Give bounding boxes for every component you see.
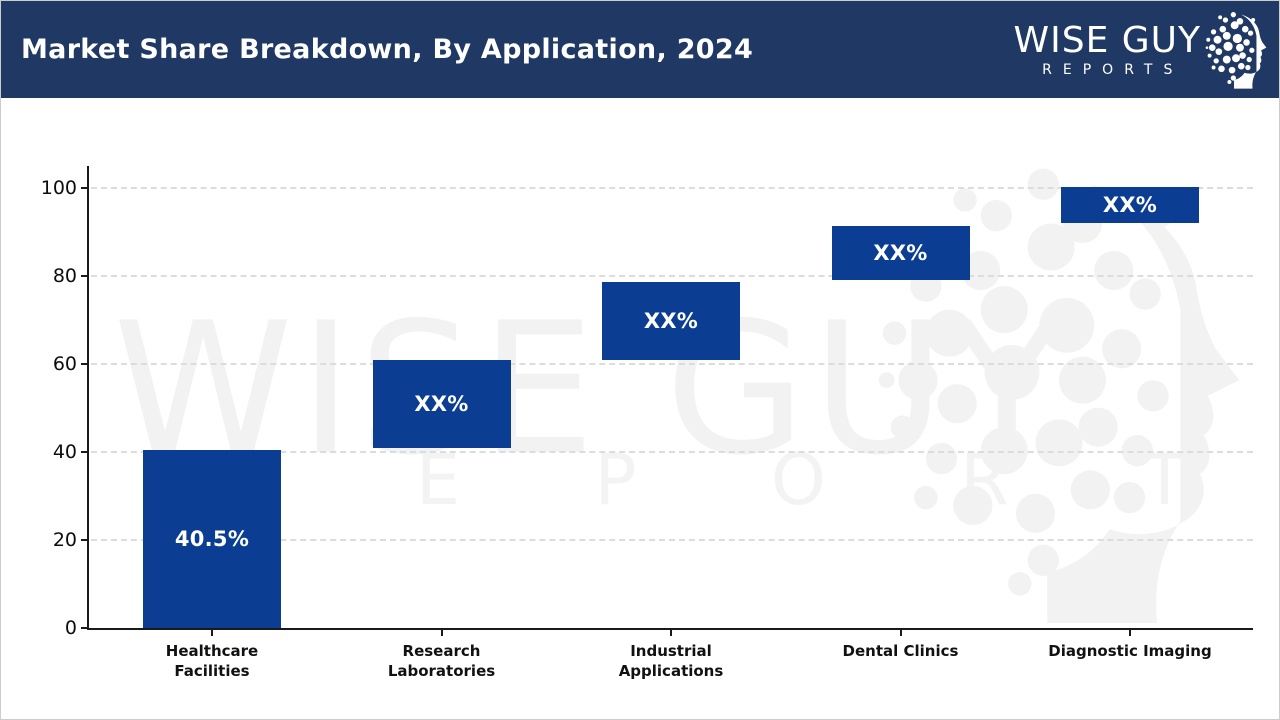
logo-wordmark: WISE GUY — [1013, 19, 1201, 61]
bar-industrial-applications: XX% — [602, 281, 740, 360]
logo-text: WISE GUY REPORTS — [1013, 19, 1202, 78]
bar-value-label-research-laboratories: XX% — [414, 391, 469, 416]
x-label-diagnostic-imaging: Diagnostic Imaging — [1048, 642, 1212, 660]
y-tick-100 — [81, 187, 89, 189]
dotted-head-profile-icon — [1205, 12, 1267, 89]
logo-reports-text: REPORTS — [1042, 61, 1184, 78]
bar-value-label-dental-clinics: XX% — [873, 241, 928, 266]
wise-guy-reports-logo: WISE GUY REPORTS — [1014, 9, 1270, 89]
bar-value-label-industrial-applications: XX% — [643, 308, 699, 333]
x-label-dental-clinics: Dental Clinics — [842, 642, 959, 660]
y-tick-20 — [81, 539, 89, 541]
y-tick-label-60: 60 — [52, 353, 77, 375]
gridline-60 — [91, 363, 1253, 365]
y-tick-label-100: 100 — [40, 177, 77, 199]
x-label-industrial-applications: Industrial Applications — [618, 642, 724, 680]
y-tick-label-0: 0 — [64, 617, 77, 639]
dotted-head-profile-watermark-icon — [878, 168, 1240, 623]
x-tick-healthcare-facilities — [211, 628, 213, 636]
x-axis-line — [87, 628, 1253, 630]
bar-value-label-healthcare-facilities: 40.5% — [174, 526, 250, 551]
y-tick-label-80: 80 — [52, 265, 77, 287]
y-tick-80 — [81, 275, 89, 277]
bar-value-label-diagnostic-imaging: XX% — [1102, 192, 1158, 217]
x-label-research-laboratories: Research Laboratories — [387, 642, 496, 680]
gridline-40 — [91, 451, 1253, 453]
x-tick-research-laboratories — [440, 628, 443, 636]
y-axis-line — [87, 166, 89, 630]
bar-diagnostic-imaging: XX% — [1061, 186, 1199, 224]
x-tick-diagnostic-imaging — [1129, 628, 1131, 636]
gridline-20 — [91, 539, 1253, 541]
y-tick-0 — [81, 627, 89, 629]
gridline-80 — [91, 275, 1253, 277]
x-label-healthcare-facilities: Healthcare Facilities — [165, 642, 259, 680]
bar-research-laboratories: XX% — [372, 359, 511, 448]
gridline-100 — [91, 187, 1253, 189]
y-tick-label-20: 20 — [52, 529, 77, 551]
y-tick-label-40: 40 — [52, 441, 77, 463]
x-tick-industrial-applications — [670, 628, 672, 636]
header-bar: Market Share Breakdown, By Application, … — [1, 1, 1279, 98]
bar-dental-clinics: XX% — [831, 225, 970, 281]
bar-healthcare-facilities: 40.5% — [143, 449, 281, 628]
page-title: Market Share Breakdown, By Application, … — [21, 34, 754, 65]
y-tick-40 — [81, 451, 89, 453]
x-tick-dental-clinics — [899, 628, 902, 636]
y-tick-60 — [81, 363, 89, 365]
